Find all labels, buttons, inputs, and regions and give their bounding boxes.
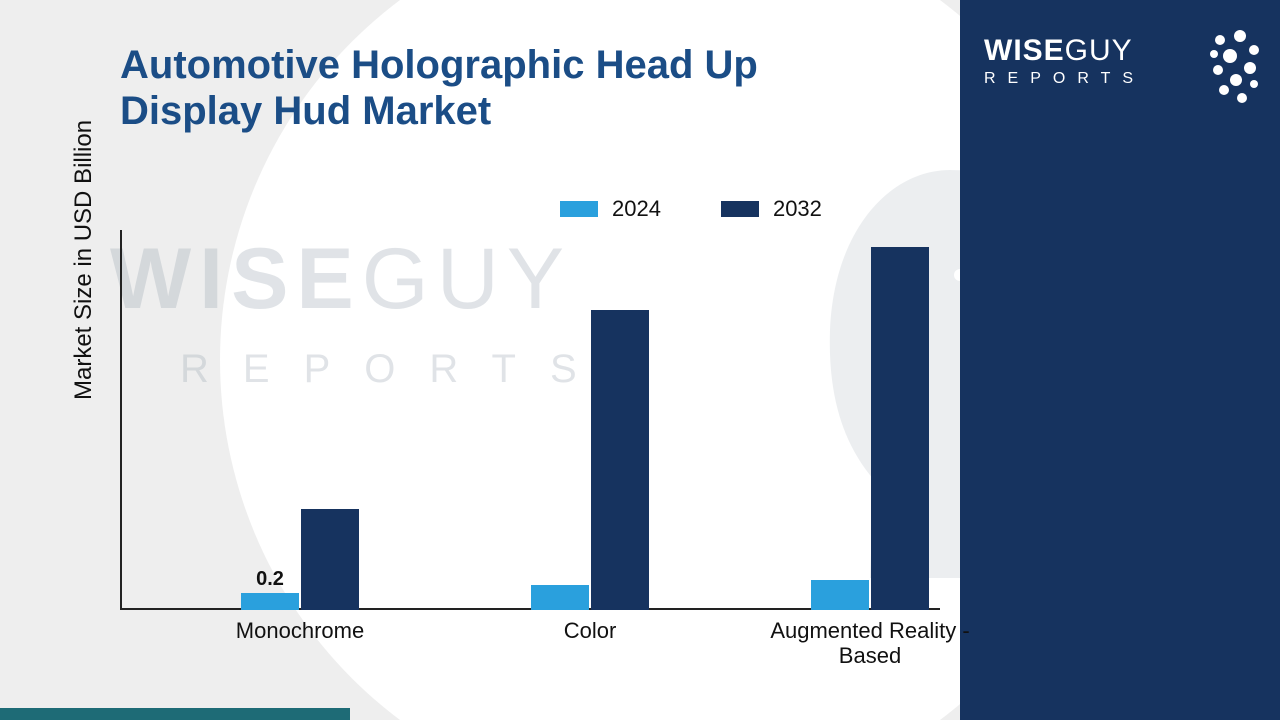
footer-accent-bar (0, 708, 350, 720)
brand-name-strong: WISE (984, 34, 1065, 67)
category-label: Color (490, 610, 690, 643)
legend-item-2024: 2024 (560, 196, 661, 222)
y-axis-line (120, 230, 122, 610)
legend: 2024 2032 (560, 196, 822, 222)
bar-2032 (871, 247, 929, 610)
brand-name-light: GUY (1065, 34, 1133, 67)
figure-canvas: WISEGUY REPORTS WISEGUY REPORTS Auto (0, 0, 1280, 720)
legend-label-2024: 2024 (612, 196, 661, 222)
legend-swatch-2024 (560, 201, 598, 217)
legend-swatch-2032 (721, 201, 759, 217)
y-axis-label: Market Size in USD Billion (70, 120, 98, 400)
bar-2024 (531, 585, 589, 610)
brand-dots-icon (1200, 26, 1268, 116)
bar-2032 (591, 310, 649, 610)
chart-title: Automotive Holographic Head Up Display H… (120, 42, 760, 134)
category-label: Monochrome (200, 610, 400, 643)
bar-value-label: 0.2 (241, 568, 299, 593)
bar-2024 (811, 580, 869, 610)
brand-panel: WISEGUY REPORTS (960, 0, 1280, 720)
legend-label-2032: 2032 (773, 196, 822, 222)
plot-area: 0.2MonochromeColorAugmented Reality -Bas… (120, 230, 940, 610)
legend-item-2032: 2032 (721, 196, 822, 222)
bar-2032 (301, 509, 359, 610)
category-label: Augmented Reality -Based (770, 610, 970, 669)
bar-2024: 0.2 (241, 593, 299, 610)
